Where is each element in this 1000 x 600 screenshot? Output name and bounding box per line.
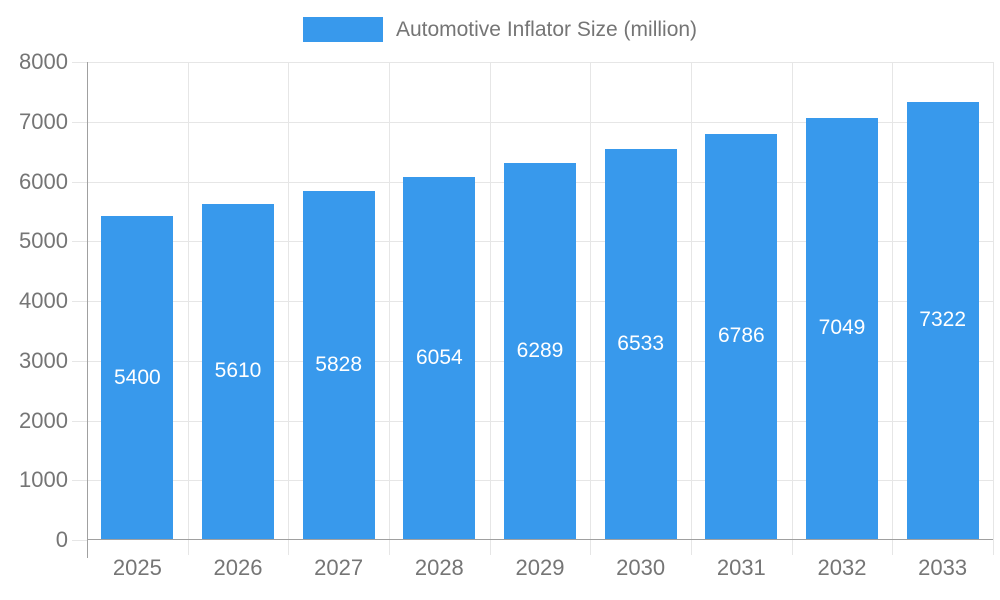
x-axis-label: 2032 — [817, 555, 867, 580]
y-axis-label: 3000 — [19, 347, 68, 373]
y-tick — [72, 181, 87, 183]
bar-2033: 7322 — [906, 101, 979, 539]
y-tick — [72, 420, 87, 422]
bar-2025: 5400 — [101, 216, 174, 539]
bar-value-label: 7322 — [919, 308, 967, 332]
x-axis-label: 2027 — [314, 555, 364, 580]
bar-value-label: 5828 — [315, 352, 363, 376]
bar-2027: 5828 — [302, 190, 375, 539]
bar-2032: 7049 — [806, 117, 878, 539]
x-axis-label: 2030 — [616, 555, 666, 580]
category-gridline — [590, 62, 592, 555]
y-axis-label: 7000 — [19, 108, 68, 134]
y-axis-line — [87, 62, 88, 558]
bar-value-label: 6289 — [516, 339, 564, 363]
bar-value-label: 6533 — [617, 331, 665, 355]
bar-value-label: 7049 — [818, 316, 866, 340]
x-axis-label: 2028 — [414, 555, 464, 580]
y-tick — [72, 360, 87, 362]
category-gridline — [389, 62, 390, 555]
category-gridline — [892, 62, 894, 555]
x-axis-label: 2031 — [716, 555, 766, 580]
x-axis-label: 2025 — [112, 555, 162, 580]
category-gridline — [489, 62, 491, 555]
bar-2026: 5610 — [202, 203, 274, 539]
bar-2031: 6786 — [705, 133, 778, 539]
category-gridline — [791, 62, 793, 555]
legend: Automotive Inflator Size (million) — [0, 17, 1000, 42]
y-axis-label: 5000 — [19, 228, 68, 254]
bar-value-label: 6054 — [415, 346, 463, 370]
y-tick — [72, 540, 87, 541]
legend-label: Automotive Inflator Size (million) — [395, 17, 698, 41]
y-tick — [72, 62, 87, 63]
category-gridline — [187, 62, 189, 555]
x-axis-label: 2033 — [918, 555, 968, 580]
x-axis-label: 2029 — [515, 555, 565, 580]
y-axis-label: 8000 — [19, 49, 68, 74]
y-axis-labels: 0 1000 2000 3000 4000 5000 6000 7000 8000 — [0, 49, 68, 552]
y-axis-label: 1000 — [19, 467, 68, 493]
bar-value-label: 5400 — [113, 365, 161, 389]
y-gridline — [87, 62, 993, 63]
y-axis-label: 6000 — [19, 168, 68, 194]
x-axis-label: 2026 — [213, 555, 263, 580]
bar-2030: 6533 — [604, 148, 677, 539]
y-tick — [72, 301, 87, 302]
x-axis-line — [87, 539, 993, 540]
category-gridline — [691, 62, 692, 555]
category-gridline — [993, 62, 994, 555]
bar-2028: 6054 — [403, 177, 476, 539]
bar-value-label: 5610 — [214, 359, 262, 383]
y-axis-label: 4000 — [19, 288, 68, 313]
y-gridline — [87, 121, 993, 123]
y-tick — [72, 480, 87, 482]
x-axis-labels: 2025 2026 2027 2028 2029 2030 2031 2032 2033 — [87, 551, 993, 591]
y-axis-label: 0 — [55, 527, 68, 552]
legend-item[interactable]: Automotive Inflator Size (million) — [302, 17, 698, 42]
bar-2029: 6289 — [504, 163, 576, 539]
y-axis-label: 2000 — [19, 407, 68, 433]
y-tick — [72, 121, 87, 123]
category-gridline — [288, 62, 290, 555]
legend-swatch-icon — [302, 17, 383, 42]
y-tick — [72, 241, 87, 243]
plot-area: 5400 5610 5828 6054 6289 6533 6786 7049 7322 — [72, 62, 994, 558]
bar-value-label: 6786 — [717, 324, 765, 348]
